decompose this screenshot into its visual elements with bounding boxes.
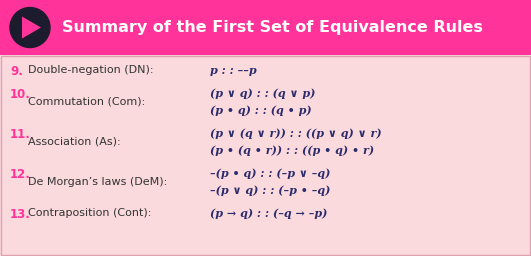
Text: (p → q) : : (–q → –p): (p → q) : : (–q → –p) <box>210 208 328 219</box>
Text: (p • q) : : (q • p): (p • q) : : (q • p) <box>210 105 312 116</box>
Text: (p ∨ (q ∨ r)) : : ((p ∨ q) ∨ r): (p ∨ (q ∨ r)) : : ((p ∨ q) ∨ r) <box>210 128 382 139</box>
Text: (p • (q • r)) : : ((p • q) • r): (p • (q • r)) : : ((p • q) • r) <box>210 145 374 156</box>
Bar <box>0 0 531 55</box>
Circle shape <box>10 7 50 48</box>
Text: (p ∨ q) : : (q ∨ p): (p ∨ q) : : (q ∨ p) <box>210 88 315 99</box>
Text: –(p ∨ q) : : (–p • –q): –(p ∨ q) : : (–p • –q) <box>210 185 330 196</box>
Polygon shape <box>22 17 41 38</box>
Text: De Morgan’s laws (DeM):: De Morgan’s laws (DeM): <box>28 177 167 187</box>
Text: p : : ––p: p : : ––p <box>210 65 256 76</box>
Text: 13.: 13. <box>10 208 31 221</box>
Text: Double-negation (DN):: Double-negation (DN): <box>28 65 153 75</box>
Text: Commutation (Com):: Commutation (Com): <box>28 97 145 106</box>
Text: Summary of the First Set of Equivalence Rules: Summary of the First Set of Equivalence … <box>62 20 483 35</box>
Text: –(p • q) : : (–p ∨ –q): –(p • q) : : (–p ∨ –q) <box>210 168 330 179</box>
Text: 9.: 9. <box>10 65 23 78</box>
Text: 12.: 12. <box>10 168 31 181</box>
Text: 11.: 11. <box>10 128 31 141</box>
Text: Association (As):: Association (As): <box>28 136 121 146</box>
Text: 10.: 10. <box>10 88 31 101</box>
Text: Contraposition (Cont):: Contraposition (Cont): <box>28 208 151 218</box>
